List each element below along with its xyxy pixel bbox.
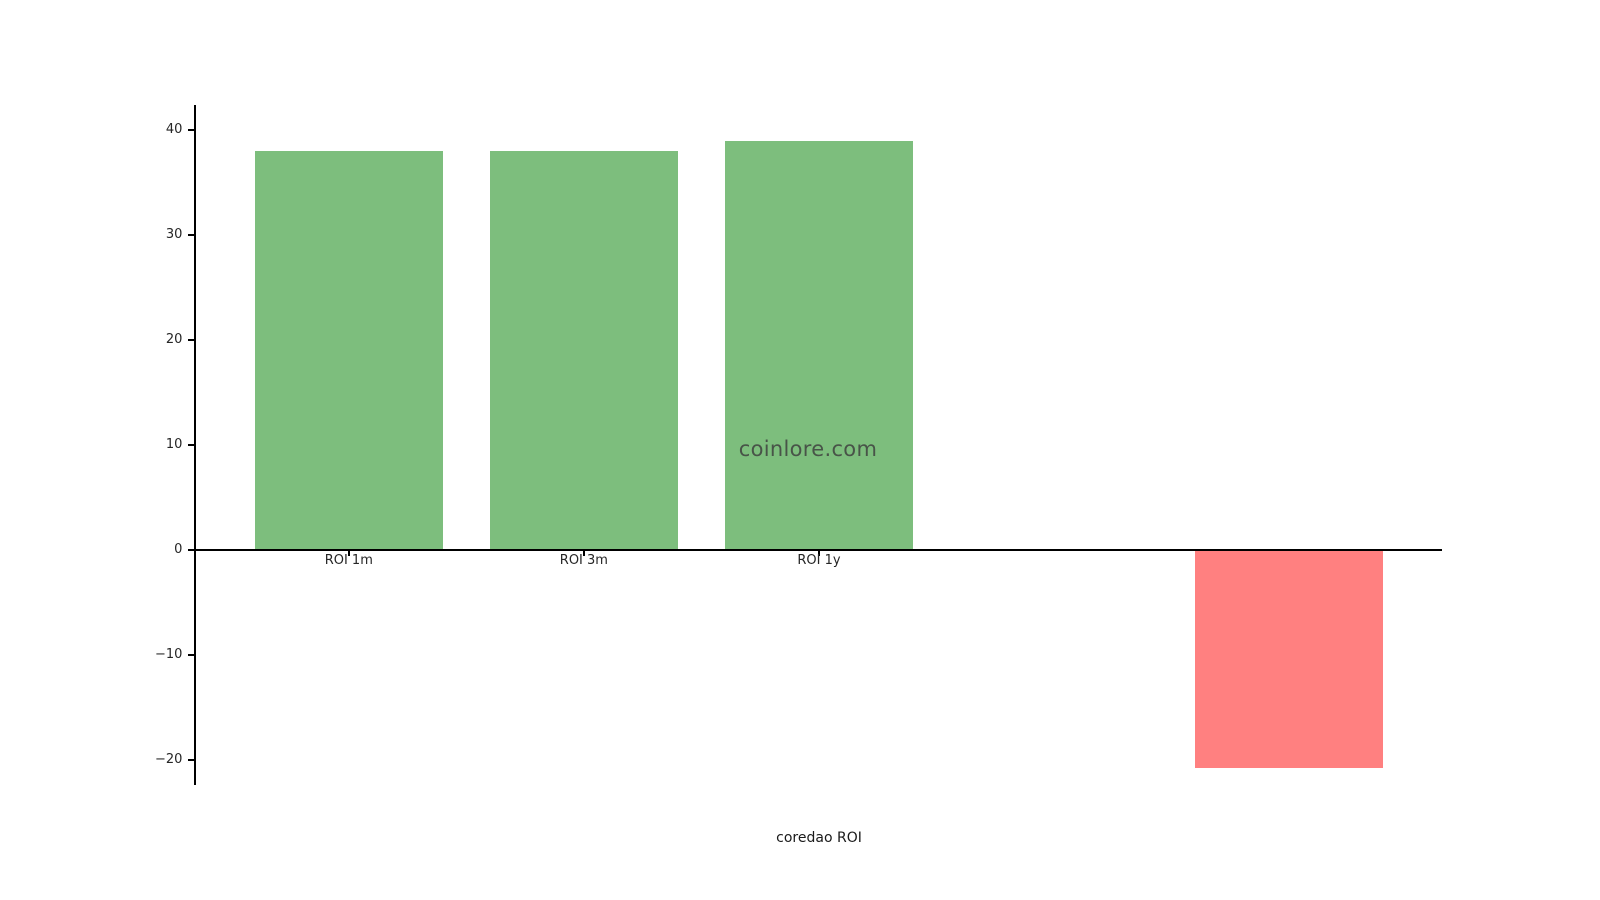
x-axis-line	[194, 549, 1442, 551]
y-tick-label: 0	[174, 541, 183, 557]
bar-unlabeled-4	[1195, 549, 1384, 769]
y-tick-label: 40	[165, 122, 183, 138]
bar-roi-3m	[489, 151, 678, 550]
x-tick-label-roi-1m: ROI 1m	[324, 552, 373, 568]
y-tick-mark	[188, 339, 195, 341]
x-tick-label-roi-1y: ROI 1y	[797, 552, 841, 568]
x-tick-mark	[583, 549, 585, 556]
watermark-text: coinlore.com	[738, 437, 878, 461]
y-tick-label: −20	[154, 751, 183, 767]
x-tick-label-roi-3m: ROI 3m	[559, 552, 608, 568]
y-tick-label: 20	[165, 332, 183, 348]
x-tick-mark	[818, 549, 820, 556]
y-tick-mark	[188, 234, 195, 236]
y-tick-label: 10	[165, 437, 183, 452]
y-tick-label: −10	[154, 646, 183, 662]
y-axis-line	[194, 105, 196, 785]
y-tick-mark	[188, 654, 195, 656]
y-tick-mark	[188, 444, 195, 446]
y-tick-mark	[188, 129, 195, 131]
y-tick-label: 30	[165, 227, 183, 243]
chart-title: coredao ROI	[776, 830, 862, 846]
bar-roi-1m	[254, 151, 443, 550]
y-tick-mark	[188, 549, 195, 551]
y-tick-mark	[188, 759, 195, 761]
bar-roi-1y	[724, 140, 914, 550]
x-tick-mark	[348, 549, 350, 556]
